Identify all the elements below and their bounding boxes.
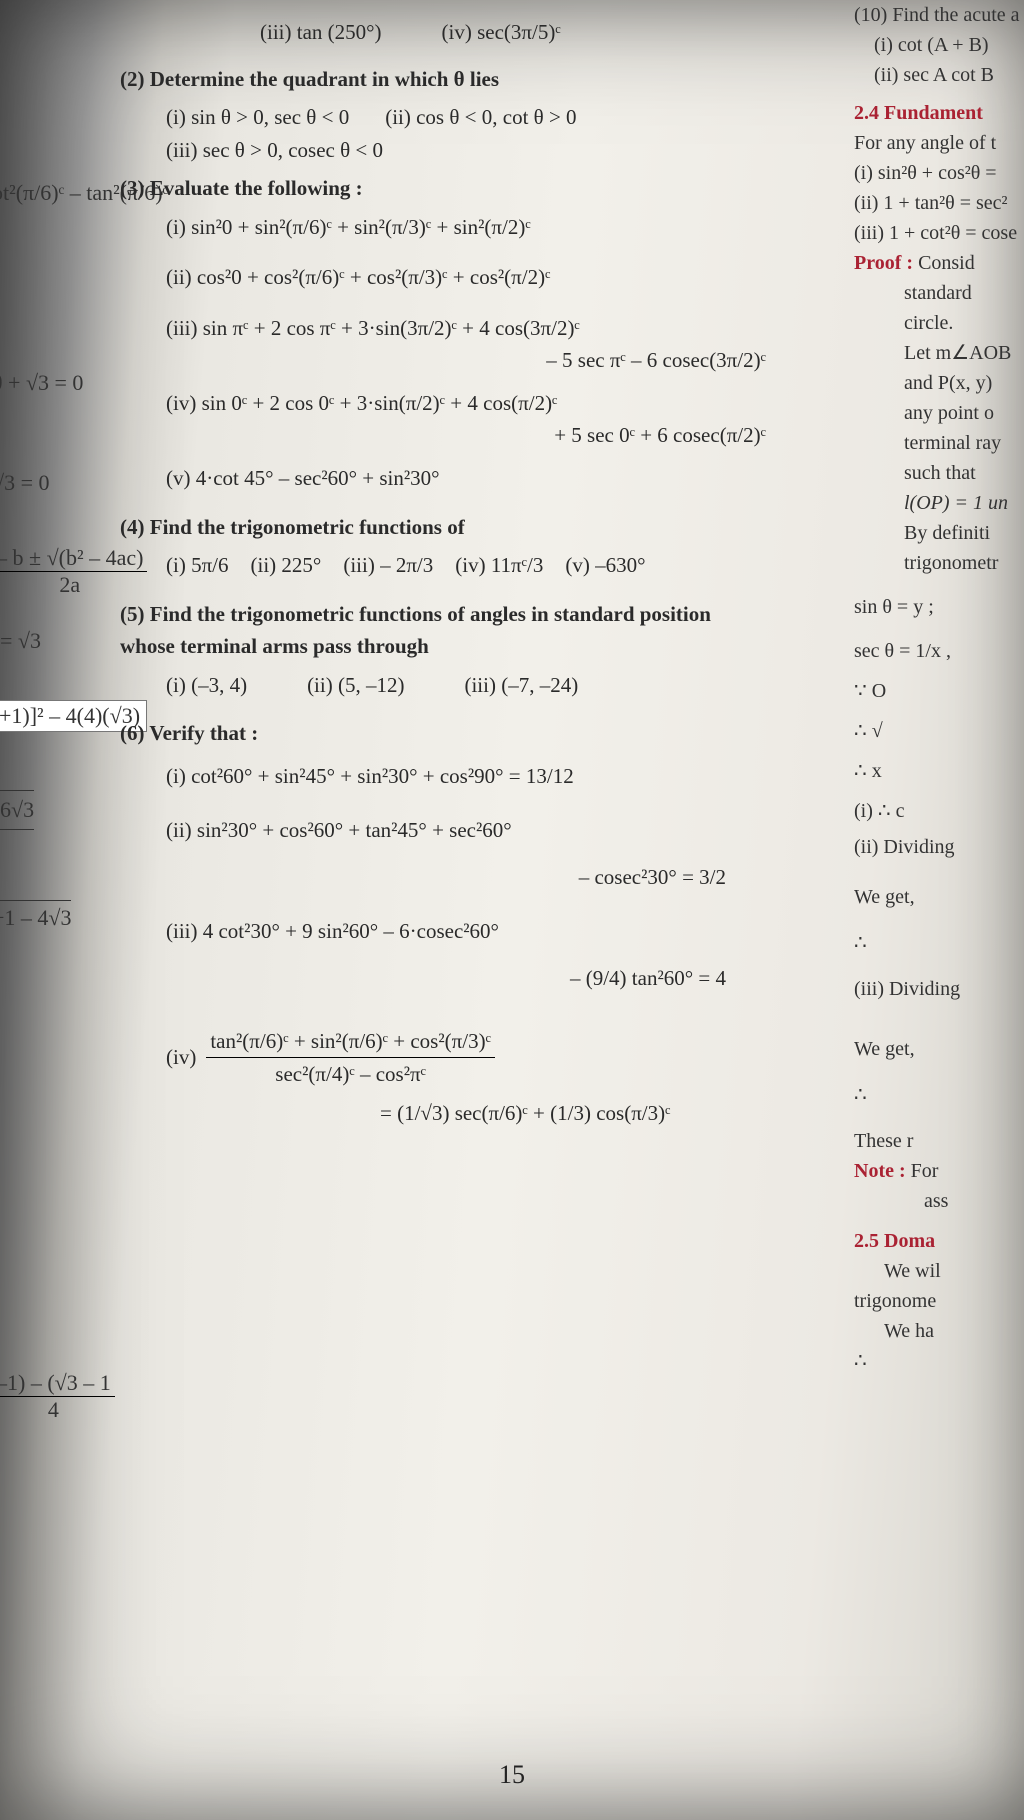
r-note: Note : [854, 1160, 906, 1182]
r-l22: ∴ √ [854, 716, 1024, 746]
r-sec25: 2.5 Doma [854, 1226, 1024, 1256]
r-l33: ass [924, 1186, 1024, 1216]
frag-1-4root3: +1 – 4√3 [0, 900, 71, 931]
r-l2: (i) cot (A + B) [874, 30, 1024, 60]
r-l25: (ii) Dividing [854, 832, 1024, 862]
r-l30: ∴ [854, 1080, 1024, 1110]
frag-eq-root3: = √3 [0, 628, 41, 654]
r-l8: Consid [918, 252, 975, 274]
r-l1: (10) Find the acute a [854, 0, 1024, 30]
q4-iv: (iv) 11πᶜ/3 [455, 549, 543, 582]
frag-theta: θ + √3 = 0 [0, 370, 83, 396]
q2-i: (i) sin θ > 0, sec θ < 0 [166, 101, 349, 134]
page-number: 15 [499, 1760, 525, 1790]
r-l13: any point o [904, 398, 1024, 428]
q5-ii: (ii) (5, –12) [307, 669, 404, 702]
r-l6: (ii) 1 + tan²θ = sec² [854, 188, 1024, 218]
r-l34: We wil [884, 1256, 1024, 1286]
r-l3: (ii) sec A cot B [874, 60, 1024, 90]
q5-iii: (iii) (–7, –24) [464, 669, 578, 702]
q6-ii-b: – cosec²30° = 3/2 [206, 861, 726, 894]
r-l27: ∴ [854, 928, 1024, 958]
q6-iv-label: (iv) [166, 1041, 196, 1074]
r-l24: (i) ∴ c [854, 796, 1024, 826]
r-l32: For [911, 1160, 939, 1182]
r-l14: terminal ray [904, 428, 1024, 458]
r-l12: and P(x, y) [904, 368, 1024, 398]
r-l7: (iii) 1 + cot²θ = cose [854, 218, 1024, 248]
r-l19: sin θ = y ; [854, 592, 1024, 622]
right-column: (10) Find the acute a (i) cot (A + B) (i… [854, 0, 1024, 1376]
r-sec24: 2.4 Fundament [854, 98, 1024, 128]
r-l10: circle. [904, 308, 1024, 338]
r-l37: ∴ [854, 1346, 1024, 1376]
frag-bottom: –1) – (√3 – 14 [0, 1370, 115, 1423]
q3-iv-b: + 5 sec 0ᶜ + 6 cosec(π/2)ᶜ [206, 419, 766, 452]
r-l35: trigonome [854, 1286, 1024, 1316]
q3-iii-b: – 5 sec πᶜ – 6 cosec(3π/2)ᶜ [206, 344, 766, 377]
r-l36: We ha [884, 1316, 1024, 1346]
q6-iv-frac: tan²(π/6)ᶜ + sin²(π/6)ᶜ + cos²(π/3)ᶜ sec… [206, 1025, 495, 1091]
q4-i: (i) 5π/6 [166, 549, 229, 582]
r-proof: Proof : [854, 252, 913, 274]
r-l29: We get, [854, 1034, 1024, 1064]
q1-iii: (iii) tan (250°) [260, 16, 382, 49]
r-l26: We get, [854, 882, 1024, 912]
r-l5: (i) sin²θ + cos²θ = [854, 158, 1024, 188]
r-l9: standard [904, 278, 1024, 308]
q2-iii: (iii) sec θ > 0, cosec θ < 0 [166, 138, 383, 162]
r-l31: These r [854, 1126, 1024, 1156]
q5-title: (5) Find the trigonometric functions of … [120, 598, 740, 663]
q4-iii: (iii) – 2π/3 [343, 549, 433, 582]
r-l23: ∴ x [854, 756, 1024, 786]
r-l4: For any angle of t [854, 128, 1024, 158]
q2-ii: (ii) cos θ < 0, cot θ > 0 [385, 101, 576, 134]
q4-ii: (ii) 225° [251, 549, 322, 582]
r-l21: ∵ O [854, 676, 1024, 706]
r-l11: Let m∠AOB [904, 338, 1024, 368]
q4-v: (v) –630° [565, 549, 645, 582]
frag-root3: √3 = 0 [0, 470, 49, 496]
frag-6root3: 6√3 [0, 790, 34, 830]
r-l15: such that [904, 458, 1024, 488]
q5-i: (i) (–3, 4) [166, 669, 247, 702]
q1-iv: (iv) sec(3π/5)ᶜ [442, 16, 561, 49]
r-l16: l(OP) = 1 un [904, 488, 1024, 518]
r-l17: By definiti [904, 518, 1024, 548]
r-l28: (iii) Dividing [854, 974, 1024, 1004]
r-l20: sec θ = 1/x , [854, 636, 1024, 666]
q6-iii-b: – (9/4) tan²60° = 4 [206, 962, 726, 995]
r-l18: trigonometr [904, 548, 1024, 578]
